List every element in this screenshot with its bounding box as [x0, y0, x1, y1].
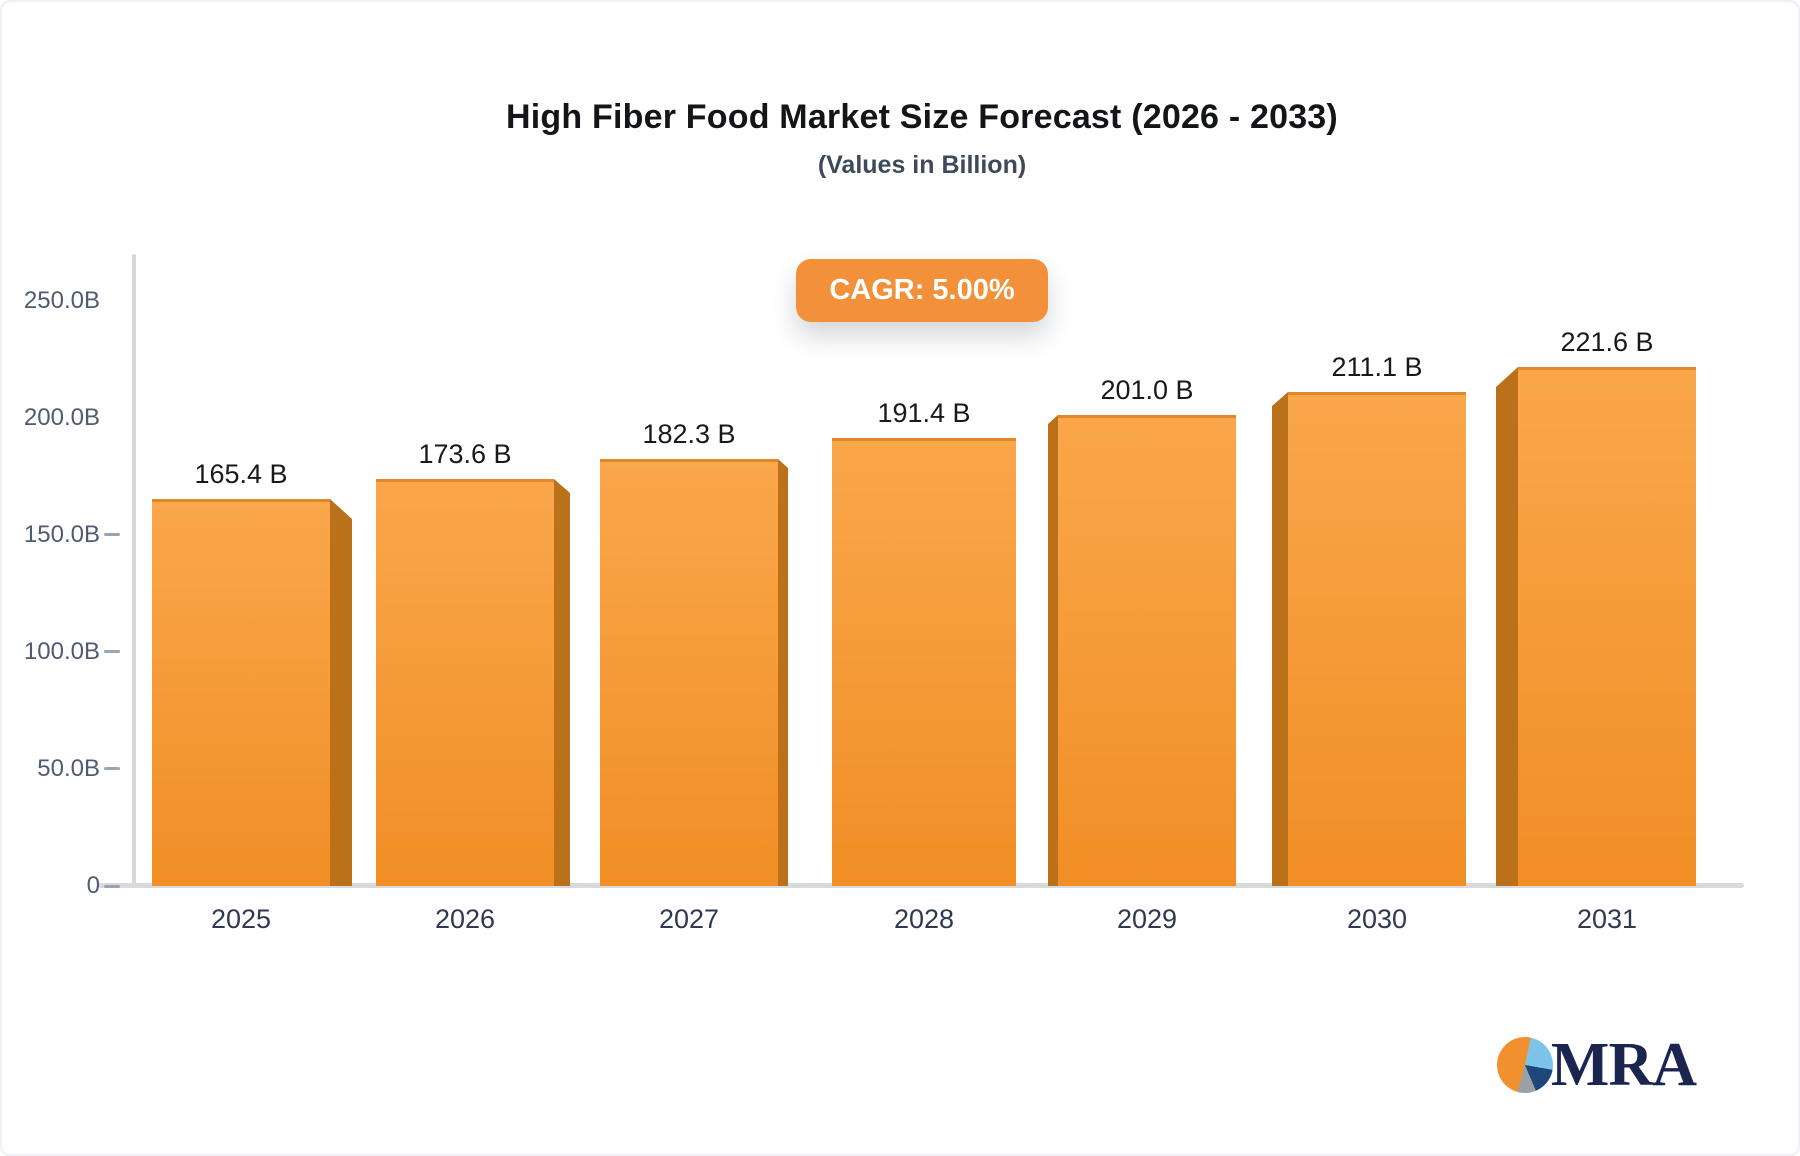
- mra-logo-text: MRA: [1550, 1031, 1697, 1099]
- x-axis-category-label: 2031: [1576, 904, 1638, 934]
- x-axis-category-label: 2030: [1346, 904, 1408, 934]
- x-axis-category-label: 2027: [658, 904, 720, 934]
- cagr-badge-label: CAGR: 5.00%: [829, 274, 1015, 306]
- bar-2030: [1288, 392, 1466, 886]
- bar-value-label: 191.4 B: [877, 398, 971, 428]
- bar-side-face: [1048, 415, 1058, 886]
- y-axis-tick-label: 250.0B: [23, 286, 100, 314]
- bar-2029: [1058, 415, 1236, 886]
- bar-side-face: [1496, 367, 1518, 886]
- x-axis-category-label: 2028: [893, 904, 955, 934]
- x-axis-category-label: 2029: [1116, 904, 1178, 934]
- chart-subtitle: (Values in Billion): [817, 151, 1027, 179]
- x-axis-category-label: 2025: [210, 904, 272, 934]
- y-axis-tick-label: 100.0B: [23, 637, 100, 665]
- bar-value-label: 221.6 B: [1560, 327, 1654, 357]
- x-axis-category-label: 2026: [434, 904, 496, 934]
- y-axis-tick-mark: [104, 533, 120, 537]
- chart-header: High Fiber Food Market Size Forecast (20…: [46, 98, 1798, 180]
- y-axis-tick-label: 50.0B: [37, 754, 100, 782]
- y-axis-tick-mark: [104, 884, 120, 888]
- bar-2028: [832, 438, 1016, 886]
- bar-value-label: 201.0 B: [1100, 375, 1194, 405]
- y-axis-tick-mark: [104, 650, 120, 654]
- y-axis-tick-label: 0: [86, 872, 100, 899]
- y-axis-line: [132, 254, 136, 886]
- bar-side-face: [554, 479, 570, 886]
- y-axis-tick-label: 150.0B: [23, 520, 100, 548]
- bar-value-label: 211.1 B: [1331, 352, 1423, 382]
- bar-2031: [1518, 367, 1696, 886]
- bar-2025: [152, 499, 330, 886]
- bar-value-label: 165.4 B: [194, 459, 288, 489]
- pie-chart-icon: [1496, 1037, 1553, 1093]
- bar-2026: [376, 479, 554, 886]
- bar-2027: [600, 459, 778, 886]
- page-title: High Fiber Food Market Size Forecast (20…: [506, 98, 1338, 136]
- y-axis-tick-mark: [104, 767, 120, 771]
- bar-value-label: 182.3 B: [642, 419, 736, 449]
- cagr-badge: CAGR: 5.00%: [796, 259, 1048, 322]
- bar-side-face: [1272, 392, 1288, 886]
- bar-side-face: [778, 459, 788, 886]
- bar-side-face: [330, 499, 352, 886]
- bar-value-label: 173.6 B: [418, 439, 512, 469]
- y-axis-tick-label: 200.0B: [23, 403, 100, 431]
- mra-logo: MRA: [1496, 1031, 1697, 1099]
